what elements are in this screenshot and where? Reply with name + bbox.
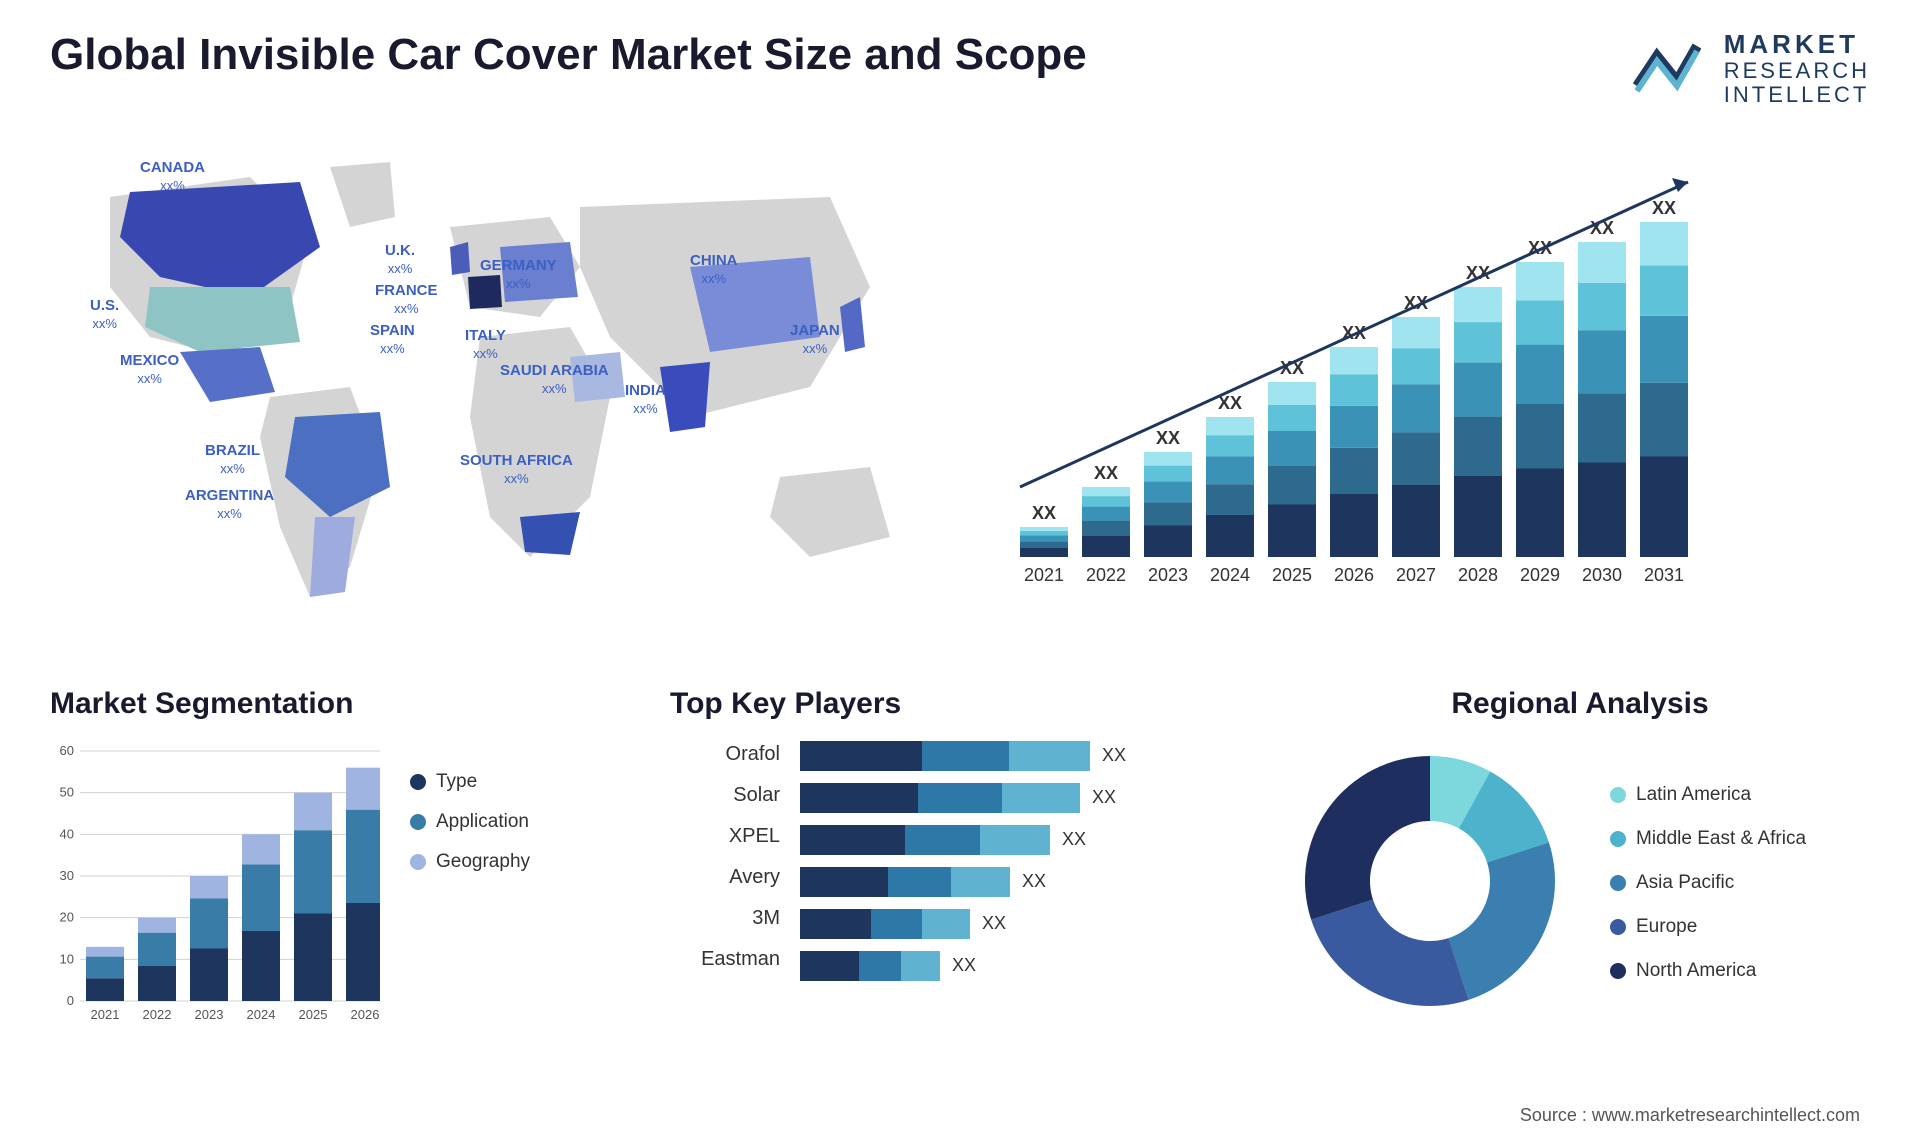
- svg-text:20: 20: [60, 910, 74, 925]
- svg-text:2025: 2025: [1272, 565, 1312, 585]
- regional-donut: [1290, 741, 1570, 1021]
- player-name: Solar: [670, 784, 780, 807]
- player-row: XX: [800, 909, 1250, 939]
- page-title: Global Invisible Car Cover Market Size a…: [50, 30, 1087, 80]
- legend-item: Type: [410, 771, 530, 793]
- player-value: XX: [1022, 871, 1046, 892]
- map-label: BRAZILxx%: [205, 442, 260, 478]
- logo-text-2: RESEARCH: [1724, 59, 1870, 83]
- player-row: XX: [800, 783, 1250, 813]
- map-label: MEXICOxx%: [120, 352, 179, 388]
- svg-text:2021: 2021: [91, 1007, 120, 1022]
- legend-item: Application: [410, 811, 530, 833]
- legend-item: Europe: [1610, 916, 1806, 938]
- svg-text:2026: 2026: [351, 1007, 380, 1022]
- svg-text:XX: XX: [1032, 503, 1056, 523]
- source-text: Source : www.marketresearchintellect.com: [1520, 1105, 1860, 1126]
- svg-text:XX: XX: [1094, 463, 1118, 483]
- player-value: XX: [1092, 787, 1116, 808]
- growth-svg: XX2021XX2022XX2023XX2024XX2025XX2026XX20…: [990, 137, 1750, 617]
- svg-text:10: 10: [60, 951, 74, 966]
- legend-item: Latin America: [1610, 784, 1806, 806]
- player-name: Avery: [670, 866, 780, 889]
- svg-text:30: 30: [60, 868, 74, 883]
- regional-legend: Latin America Middle East & Africa Asia Pa…: [1610, 784, 1806, 982]
- svg-text:2030: 2030: [1582, 565, 1622, 585]
- regional-panel: Regional Analysis Latin America Middle Ea…: [1290, 687, 1870, 1031]
- svg-text:XX: XX: [1156, 428, 1180, 448]
- svg-text:2025: 2025: [299, 1007, 328, 1022]
- players-panel: Top Key Players Orafol Solar XPEL Avery 3M Ea…: [670, 687, 1250, 1031]
- map-label: GERMANYxx%: [480, 257, 557, 293]
- map-label: SOUTH AFRICAxx%: [460, 452, 573, 488]
- player-name: Orafol: [670, 743, 780, 766]
- players-bars: XX XX XX XX XX XX: [800, 741, 1250, 981]
- svg-text:2023: 2023: [1148, 565, 1188, 585]
- svg-text:2022: 2022: [1086, 565, 1126, 585]
- svg-text:0: 0: [67, 993, 74, 1008]
- svg-text:2021: 2021: [1024, 565, 1064, 585]
- player-row: XX: [800, 951, 1250, 981]
- svg-text:40: 40: [60, 826, 74, 841]
- segmentation-legend: Type Application Geography: [410, 741, 530, 1031]
- player-value: XX: [1062, 829, 1086, 850]
- map-label: CHINAxx%: [690, 252, 738, 288]
- svg-text:2029: 2029: [1520, 565, 1560, 585]
- legend-item: Geography: [410, 851, 530, 873]
- player-row: XX: [800, 867, 1250, 897]
- player-value: XX: [952, 955, 976, 976]
- players-title: Top Key Players: [670, 687, 1250, 721]
- svg-text:2027: 2027: [1396, 565, 1436, 585]
- logo-text-3: INTELLECT: [1724, 83, 1870, 107]
- growth-bar-chart: XX2021XX2022XX2023XX2024XX2025XX2026XX20…: [990, 137, 1870, 637]
- map-label: FRANCExx%: [375, 282, 438, 318]
- logo-text-1: MARKET: [1724, 30, 1870, 59]
- world-map: CANADAxx% U.S.xx%MEXICOxx% BRAZILxx% ARGENT…: [50, 137, 950, 637]
- segmentation-chart: 0 10 20 30 40 50 60 2021 2022 2023 2024 2025 2026: [50, 741, 380, 1031]
- segmentation-panel: Market Segmentation 0 10 20 30 40 50 60 2021 202…: [50, 687, 630, 1031]
- legend-item: North America: [1610, 960, 1806, 982]
- svg-text:60: 60: [60, 743, 74, 758]
- player-row: XX: [800, 741, 1250, 771]
- svg-text:2024: 2024: [1210, 565, 1250, 585]
- brand-logo: MARKET RESEARCH INTELLECT: [1632, 30, 1870, 107]
- map-label: ARGENTINAxx%: [185, 487, 274, 523]
- svg-text:50: 50: [60, 785, 74, 800]
- svg-text:2024: 2024: [247, 1007, 276, 1022]
- map-label: SAUDI ARABIAxx%: [500, 362, 609, 398]
- map-label: ITALYxx%: [465, 327, 506, 363]
- map-label: INDIAxx%: [625, 382, 666, 418]
- svg-text:2022: 2022: [143, 1007, 172, 1022]
- map-label: U.K.xx%: [385, 242, 415, 278]
- player-row: XX: [800, 825, 1250, 855]
- svg-text:2028: 2028: [1458, 565, 1498, 585]
- svg-text:2031: 2031: [1644, 565, 1684, 585]
- segmentation-title: Market Segmentation: [50, 687, 630, 721]
- player-name: Eastman: [670, 948, 780, 971]
- player-name: XPEL: [670, 825, 780, 848]
- legend-item: Asia Pacific: [1610, 872, 1806, 894]
- map-label: U.S.xx%: [90, 297, 119, 333]
- svg-text:2023: 2023: [195, 1007, 224, 1022]
- players-names: Orafol Solar XPEL Avery 3M Eastman: [670, 741, 780, 981]
- map-label: JAPANxx%: [790, 322, 840, 358]
- player-name: 3M: [670, 907, 780, 930]
- legend-item: Middle East & Africa: [1610, 828, 1806, 850]
- regional-title: Regional Analysis: [1290, 687, 1870, 721]
- map-label: CANADAxx%: [140, 159, 205, 195]
- player-value: XX: [1102, 745, 1126, 766]
- player-value: XX: [982, 913, 1006, 934]
- logo-icon: [1632, 36, 1712, 101]
- svg-text:XX: XX: [1652, 198, 1676, 218]
- map-label: SPAINxx%: [370, 322, 415, 358]
- svg-text:2026: 2026: [1334, 565, 1374, 585]
